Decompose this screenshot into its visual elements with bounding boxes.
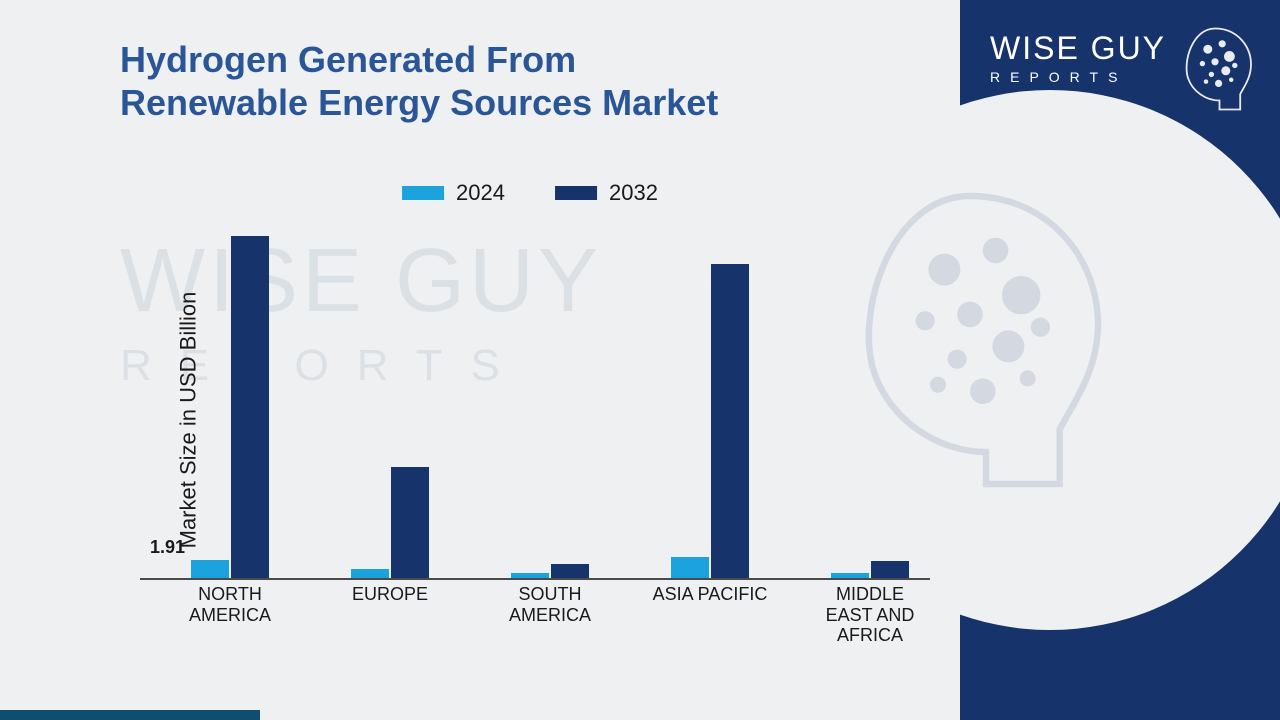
- legend-label-2024: 2024: [456, 180, 505, 206]
- bar-2032: [551, 564, 589, 578]
- bar-group: [170, 236, 290, 578]
- chart-title: Hydrogen Generated From Renewable Energy…: [120, 38, 770, 124]
- bar-group: [490, 564, 610, 578]
- bar-2024: [351, 569, 389, 578]
- legend-item-2024: 2024: [402, 180, 505, 206]
- bar-value-label: 1.91: [150, 537, 185, 558]
- bar-2024: [511, 573, 549, 578]
- x-axis-labels: NORTH AMERICA EUROPE SOUTH AMERICA ASIA PAC…: [140, 584, 930, 664]
- bar-group: [330, 467, 450, 578]
- bar-2024: [191, 560, 229, 578]
- bar-chart: Market Size in USD Billion 2024 2032 1.9…: [100, 180, 960, 660]
- bottom-accent-bar: [0, 710, 260, 720]
- bar-group: [810, 561, 930, 578]
- bar-2032: [711, 264, 749, 579]
- x-axis-label: MIDDLE EAST AND AFRICA: [810, 584, 930, 646]
- brand-subtitle: REPORTS: [990, 69, 1250, 85]
- legend-swatch-2024: [402, 186, 444, 200]
- x-axis-label: EUROPE: [330, 584, 450, 605]
- bar-2032: [231, 236, 269, 578]
- brand-logo-text: WISE GUY REPORTS: [990, 30, 1250, 85]
- x-axis-label: NORTH AMERICA: [170, 584, 290, 625]
- bar-group: [650, 264, 770, 579]
- bar-2032: [871, 561, 909, 578]
- x-axis-label: ASIA PACIFIC: [650, 584, 770, 605]
- bar-2032: [391, 467, 429, 578]
- x-axis-label: SOUTH AMERICA: [490, 584, 610, 625]
- legend-item-2032: 2032: [555, 180, 658, 206]
- bar-2024: [831, 573, 869, 578]
- bar-2024: [671, 557, 709, 578]
- legend-label-2032: 2032: [609, 180, 658, 206]
- stage: WISE GUY REPORTS Hydrogen Generated From…: [0, 0, 1280, 720]
- legend-swatch-2032: [555, 186, 597, 200]
- legend: 2024 2032: [402, 180, 658, 206]
- brand-word-2: GUY: [1091, 30, 1166, 66]
- plot-area: 1.91: [140, 210, 930, 580]
- brand-word-1: WISE: [990, 30, 1080, 66]
